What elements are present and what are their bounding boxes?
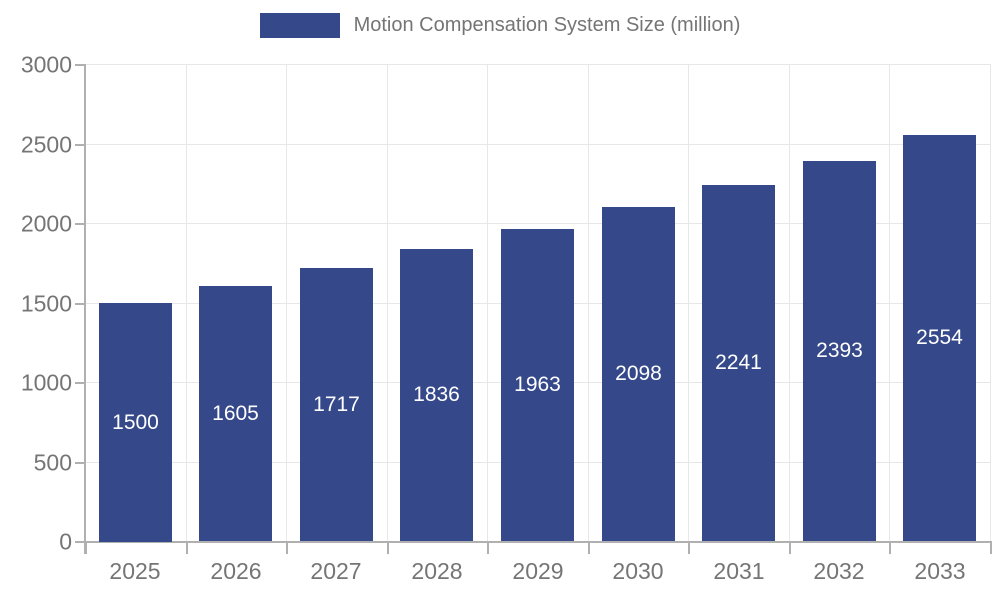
gridline-v bbox=[789, 64, 790, 541]
x-axis-label: 2025 bbox=[109, 558, 161, 584]
y-tick bbox=[75, 303, 85, 305]
gridline-v bbox=[487, 64, 488, 541]
x-axis-label: 2028 bbox=[411, 558, 463, 584]
y-tick bbox=[75, 223, 85, 225]
bar: 2393 bbox=[803, 161, 876, 541]
y-axis-label: 1500 bbox=[20, 290, 72, 317]
y-axis-label: 2500 bbox=[20, 131, 72, 158]
y-tick bbox=[75, 64, 85, 66]
gridline-v bbox=[990, 64, 991, 541]
x-tick bbox=[789, 541, 791, 554]
y-axis-label: 0 bbox=[59, 528, 72, 555]
gridline-v bbox=[387, 64, 388, 541]
bar: 1500 bbox=[99, 303, 172, 542]
bar-value-label: 1836 bbox=[413, 383, 460, 406]
x-tick bbox=[286, 541, 288, 554]
x-axis-label: 2033 bbox=[914, 558, 966, 584]
x-tick bbox=[588, 541, 590, 554]
x-tick bbox=[990, 541, 992, 554]
x-tick bbox=[387, 541, 389, 554]
bar: 1963 bbox=[501, 229, 574, 541]
x-axis-label: 2029 bbox=[512, 558, 564, 584]
y-tick bbox=[75, 382, 85, 384]
x-axis-label: 2030 bbox=[612, 558, 664, 584]
y-axis-line bbox=[84, 64, 86, 554]
x-tick bbox=[85, 541, 87, 554]
bar-value-label: 2393 bbox=[816, 339, 863, 362]
bar: 1836 bbox=[400, 249, 473, 541]
bar-value-label: 1717 bbox=[313, 392, 360, 416]
bar-value-label: 1963 bbox=[514, 373, 561, 396]
x-axis-line bbox=[84, 541, 991, 543]
gridline-v bbox=[889, 64, 890, 541]
gridline-h bbox=[85, 223, 990, 224]
gridline-v bbox=[688, 64, 689, 541]
y-tick bbox=[75, 462, 85, 464]
x-axis-label: 2026 bbox=[210, 558, 262, 584]
x-tick bbox=[889, 541, 891, 554]
y-axis-label: 2000 bbox=[20, 210, 72, 237]
y-tick bbox=[75, 144, 85, 146]
gridline-v bbox=[588, 64, 589, 541]
bar: 2241 bbox=[702, 185, 775, 541]
y-axis-label: 500 bbox=[33, 449, 72, 476]
bar: 2554 bbox=[903, 135, 976, 541]
gridline-v bbox=[186, 64, 187, 541]
gridline-h bbox=[85, 64, 990, 65]
x-tick bbox=[688, 541, 690, 554]
legend-label: Motion Compensation System Size (million… bbox=[353, 14, 741, 36]
x-tick bbox=[186, 541, 188, 554]
y-axis-label: 1000 bbox=[20, 369, 72, 396]
gridline-v bbox=[286, 64, 287, 541]
gridline-h bbox=[85, 144, 990, 145]
bar-value-label: 2241 bbox=[715, 351, 762, 374]
bar-value-label: 2554 bbox=[916, 326, 963, 349]
bar-value-label: 2098 bbox=[615, 362, 662, 385]
bar: 1605 bbox=[199, 286, 272, 541]
x-axis-label: 2031 bbox=[713, 558, 765, 584]
y-axis-label: 3000 bbox=[20, 51, 72, 78]
legend: Motion Compensation System Size (million… bbox=[0, 13, 1000, 38]
bar-value-label: 1500 bbox=[112, 410, 159, 434]
y-tick bbox=[75, 541, 85, 543]
bar: 1717 bbox=[300, 268, 373, 541]
legend-swatch bbox=[259, 13, 340, 38]
x-axis-label: 2032 bbox=[813, 558, 865, 584]
x-tick bbox=[487, 541, 489, 554]
x-axis-label: 2027 bbox=[310, 558, 362, 584]
bar: 2098 bbox=[602, 207, 675, 541]
bar-value-label: 1605 bbox=[212, 401, 259, 425]
